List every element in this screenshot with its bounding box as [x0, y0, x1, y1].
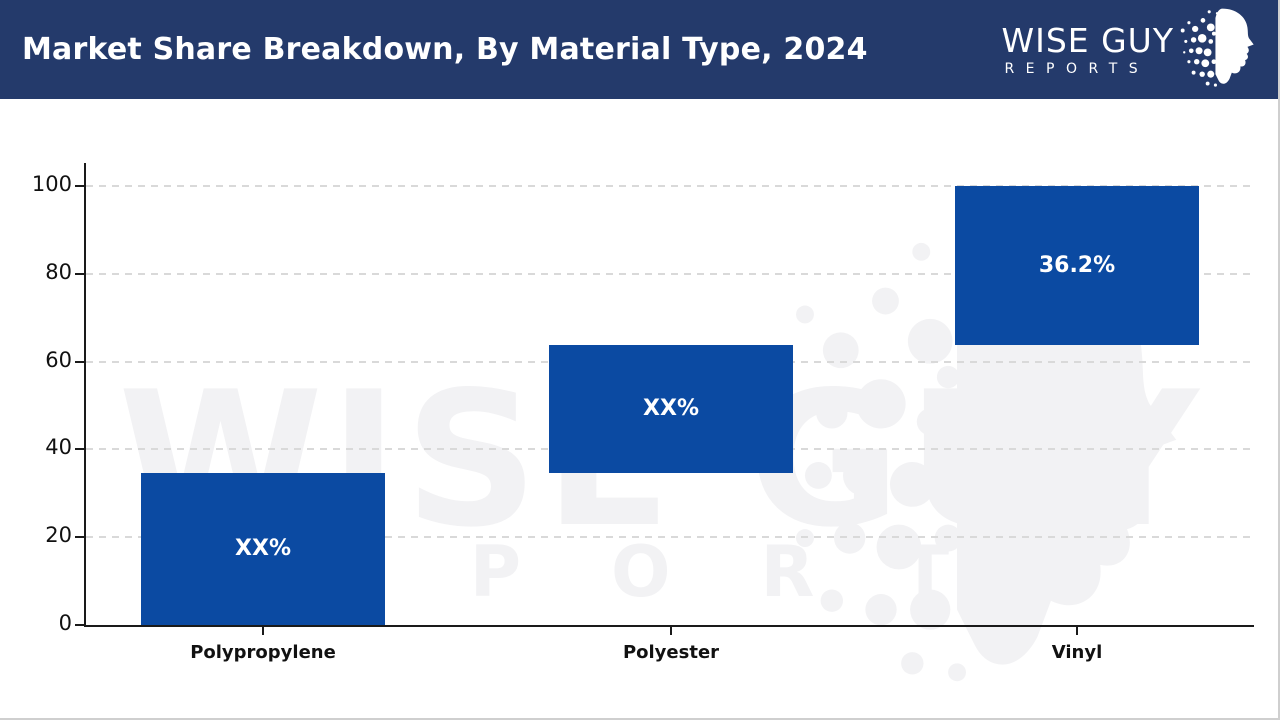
- page-title: Market Share Breakdown, By Material Type…: [22, 32, 868, 67]
- bar-value-label: 36.2%: [1038, 252, 1116, 278]
- y-tick-label-0: 0: [58, 611, 72, 635]
- header-banner: Market Share Breakdown, By Material Type…: [0, 0, 1278, 99]
- gridline-80: [86, 272, 1254, 275]
- y-tick-label-40: 40: [45, 435, 72, 460]
- y-tick-60: [75, 360, 84, 363]
- bar-value-label: XX%: [235, 536, 291, 562]
- gridline-20: [86, 536, 1254, 539]
- y-tick-label-80: 80: [45, 259, 72, 284]
- y-tick-0: [75, 624, 84, 626]
- y-axis-line: [84, 163, 86, 627]
- y-tick-label-20: 20: [45, 523, 72, 548]
- y-tick-20: [75, 536, 84, 539]
- bar-vinyl: 36.2%: [955, 186, 1199, 345]
- x-tick-0: [262, 627, 264, 635]
- logo-text: WISE GUY REPORTS: [1001, 24, 1174, 76]
- x-label-vinyl: Vinyl: [1051, 642, 1103, 663]
- x-label-polyester: Polyester: [622, 642, 720, 663]
- y-tick-100: [75, 185, 84, 187]
- y-tick-label-60: 60: [45, 347, 72, 372]
- y-tick-80: [75, 272, 84, 275]
- gridline-100: [86, 185, 1254, 187]
- x-tick-1: [670, 627, 672, 635]
- x-label-polypropylene: Polypropylene: [190, 642, 336, 663]
- bar-value-label: XX%: [643, 396, 699, 422]
- x-axis-line: [84, 625, 1254, 627]
- chart-area: WISE GUY REPORTS 020406080100Polypropyle…: [0, 99, 1278, 718]
- logo-subtitle: REPORTS: [1004, 60, 1150, 77]
- dotted-head-icon: [1180, 8, 1254, 87]
- y-tick-label-100: 100: [31, 172, 72, 196]
- logo-wordmark: WISE GUY: [1001, 20, 1174, 60]
- bar-polyester: XX%: [549, 344, 793, 473]
- y-tick-40: [75, 448, 84, 451]
- wise-guy-reports-logo: WISE GUY REPORTS: [1001, 7, 1256, 93]
- bar-polypropylene: XX%: [141, 472, 385, 625]
- x-tick-2: [1076, 627, 1078, 635]
